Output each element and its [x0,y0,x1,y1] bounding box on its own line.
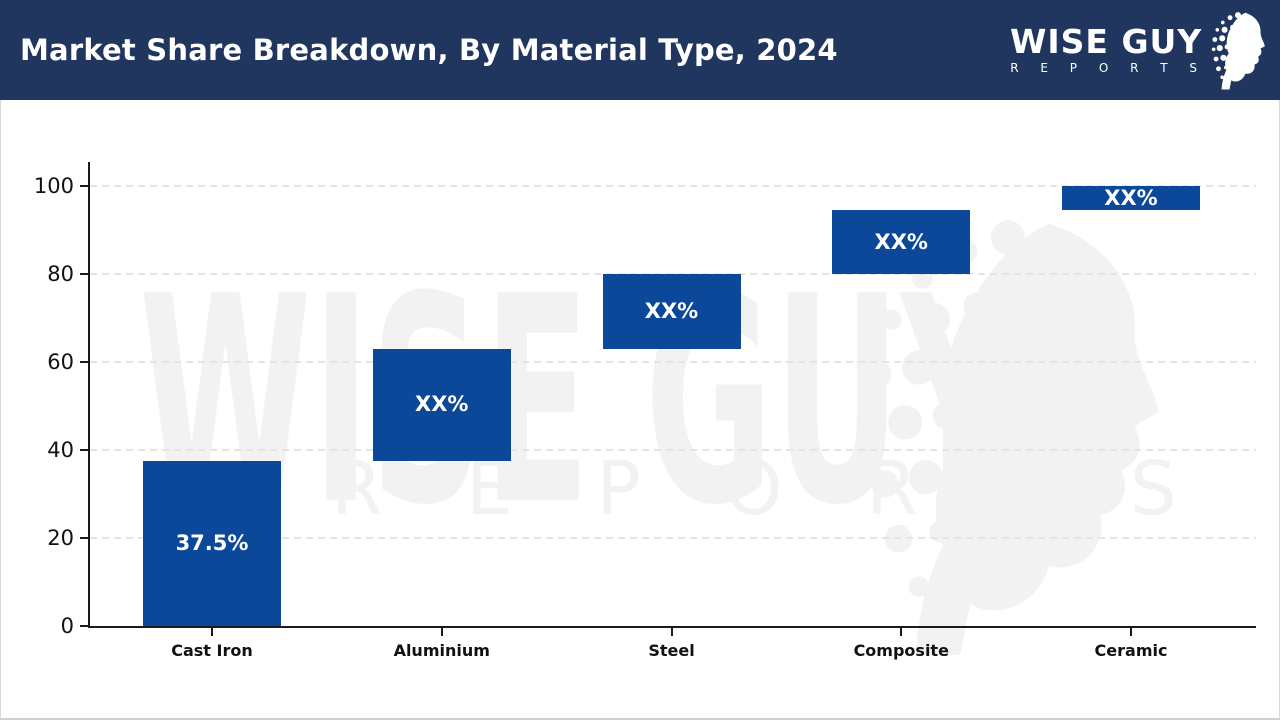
y-tick-label-40: 40 [47,438,74,462]
y-tick-label-100: 100 [33,174,74,198]
y-tick-label-0: 0 [60,614,74,638]
x-category-label: Ceramic [1094,641,1168,660]
bar-cast-iron: 37.5% [143,461,281,626]
gridline-60 [90,361,1256,363]
logo-text: WISE GUY R E P O R T S [1006,25,1206,75]
y-tick-60 [80,361,88,363]
y-tick-label-80: 80 [47,262,74,286]
x-tick-4 [1130,628,1132,636]
x-tick-1 [440,628,443,636]
gridline-20 [90,537,1256,539]
gridline-100 [90,185,1256,187]
y-tick-100 [80,185,88,187]
logo-brand-name: WISE GUY [1009,22,1203,61]
bar-ceramic: XX% [1062,185,1200,211]
wise-guy-head-icon [1211,11,1265,89]
x-tick-3 [900,628,903,636]
y-tick-label-60: 60 [47,350,74,374]
wise-guy-logo: WISE GUY R E P O R T S [1006,10,1266,91]
x-category-label: Aluminium [393,641,490,660]
chart-canvas: WISE GUY R E P O R T S 0 20 40 60 80 100 37.5%… [0,100,1280,720]
bar-aluminium: XX% [372,348,511,461]
chart-title: Market Share Breakdown, By Material Type… [20,33,838,67]
x-axis-line [88,626,1256,628]
y-axis-line [88,162,90,628]
y-tick-40 [80,449,88,451]
bar-composite: XX% [832,210,971,274]
bar-steel: XX% [602,274,741,349]
bar-value-label: XX% [415,392,469,417]
header-bar: Market Share Breakdown, By Material Type… [0,0,1280,100]
bar-value-label: XX% [874,229,928,254]
y-tick-0 [80,625,88,627]
logo-brand-sub: R E P O R T S [1010,61,1206,75]
x-tick-0 [211,628,213,636]
x-category-label: Steel [648,641,695,660]
x-category-label: Composite [853,641,949,660]
bar-value-label: XX% [644,298,699,323]
y-tick-20 [80,537,88,539]
y-tick-label-20: 20 [47,526,74,550]
x-tick-2 [670,628,673,636]
bar-value-label: XX% [1104,185,1158,210]
x-category-label: Cast Iron [171,641,253,660]
y-tick-80 [80,273,88,275]
waterfall-chart: 0 20 40 60 80 100 37.5% Cast Iron XX% Aluminium XX… [1,100,1279,718]
bar-value-label: 37.5% [175,531,249,555]
gridline-40 [90,449,1256,451]
